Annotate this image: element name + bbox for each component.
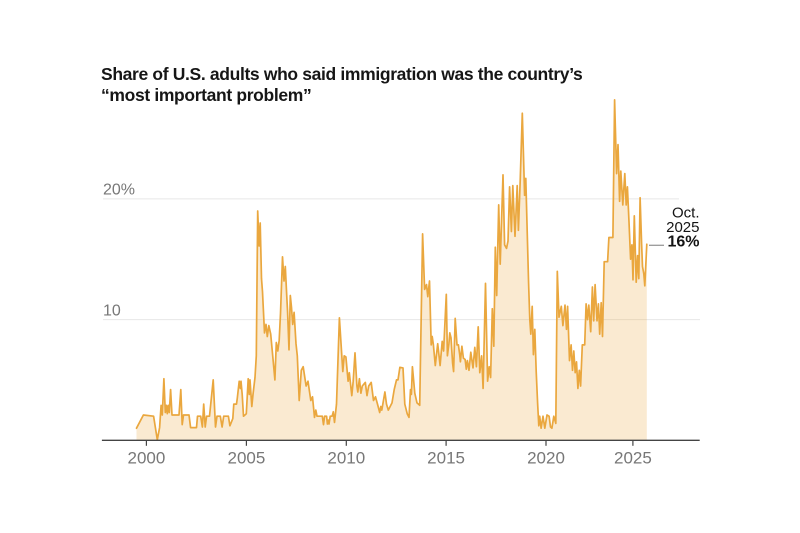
svg-text:2010: 2010	[327, 449, 365, 468]
svg-text:10: 10	[103, 302, 121, 319]
svg-text:16%: 16%	[667, 233, 699, 250]
svg-text:2000: 2000	[127, 449, 165, 468]
svg-text:2015: 2015	[427, 449, 465, 468]
svg-text:2020: 2020	[527, 449, 565, 468]
svg-text:2025: 2025	[614, 449, 652, 468]
svg-text:20%: 20%	[103, 182, 135, 199]
svg-text:2025: 2025	[666, 219, 699, 236]
svg-text:2005: 2005	[227, 449, 265, 468]
svg-text:Oct.: Oct.	[672, 205, 700, 222]
